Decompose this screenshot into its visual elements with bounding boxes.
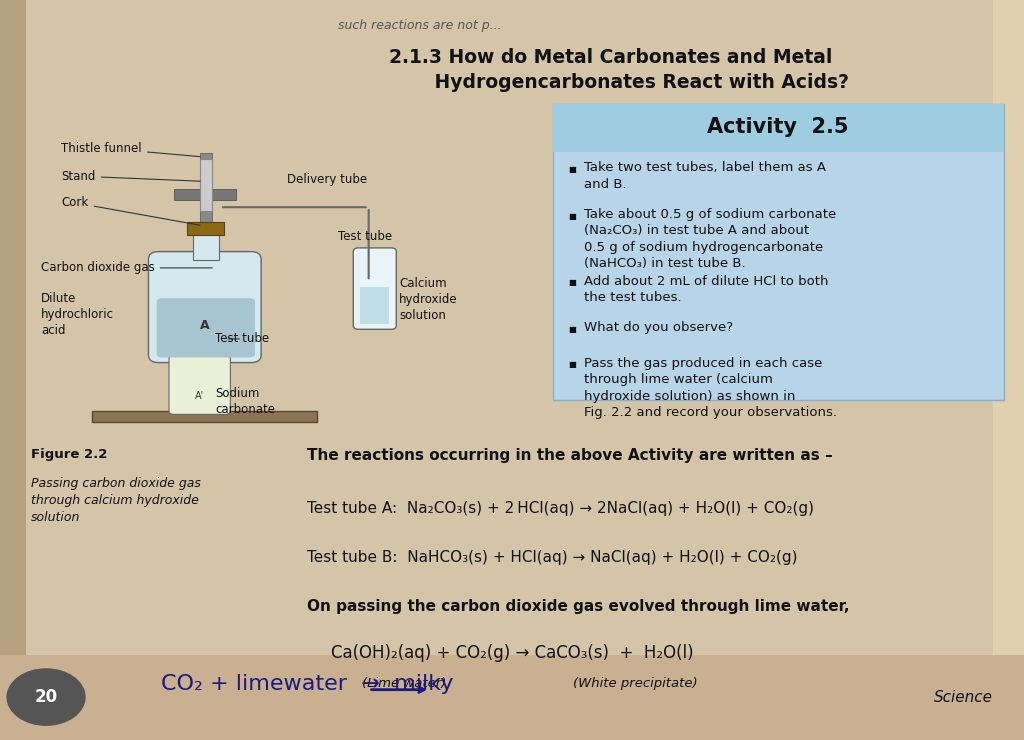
Text: Take about 0.5 g of sodium carbonate
(Na₂CO₃) in test tube A and about
0.5 g of : Take about 0.5 g of sodium carbonate (Na… <box>584 208 836 270</box>
Text: ■: ■ <box>568 212 577 221</box>
FancyBboxPatch shape <box>157 298 255 357</box>
FancyBboxPatch shape <box>148 252 261 363</box>
Text: Passing carbon dioxide gas
through calcium hydroxide
solution: Passing carbon dioxide gas through calci… <box>31 477 201 525</box>
Text: Figure 2.2: Figure 2.2 <box>31 448 108 461</box>
Bar <box>187 222 224 235</box>
FancyBboxPatch shape <box>169 355 230 414</box>
Bar <box>92 411 317 422</box>
Text: ■: ■ <box>568 165 577 174</box>
Text: 2.1.3 How do Metal Carbonates and Metal
       Hydrogencarbonates React with Aci: 2.1.3 How do Metal Carbonates and Metal … <box>389 48 849 92</box>
Text: Test tube: Test tube <box>215 332 269 346</box>
Text: Pass the gas produced in each case
through lime water (calcium
hydroxide solutio: Pass the gas produced in each case throu… <box>584 357 837 419</box>
Bar <box>174 189 236 200</box>
Bar <box>200 159 212 211</box>
FancyBboxPatch shape <box>553 104 1004 152</box>
Text: Take two test tubes, label them as A
and B.: Take two test tubes, label them as A and… <box>584 161 825 191</box>
Text: Test tube A:  Na₂CO₃(s) + 2 HCl(aq) → 2NaCl(aq) + H₂O(l) + CO₂(g): Test tube A: Na₂CO₃(s) + 2 HCl(aq) → 2Na… <box>307 501 814 516</box>
Text: Science: Science <box>934 690 993 704</box>
Bar <box>993 0 1024 740</box>
Text: Stand: Stand <box>61 169 200 183</box>
Text: On passing the carbon dioxide gas evolved through lime water,: On passing the carbon dioxide gas evolve… <box>307 599 850 614</box>
Text: ■: ■ <box>568 278 577 287</box>
Bar <box>360 287 389 324</box>
Text: Test tube B:  NaHCO₃(s) + HCl(aq) → NaCl(aq) + H₂O(l) + CO₂(g): Test tube B: NaHCO₃(s) + HCl(aq) → NaCl(… <box>307 550 798 565</box>
Bar <box>200 153 212 412</box>
Text: Dilute
hydrochloric
acid: Dilute hydrochloric acid <box>41 292 114 337</box>
Text: A': A' <box>196 391 204 401</box>
Text: Activity  2.5: Activity 2.5 <box>708 117 849 138</box>
Text: Calcium
hydroxide
solution: Calcium hydroxide solution <box>399 278 458 322</box>
Text: Carbon dioxide gas: Carbon dioxide gas <box>41 261 212 275</box>
Text: such reactions are not p...: such reactions are not p... <box>338 18 502 32</box>
Text: What do you observe?: What do you observe? <box>584 321 733 334</box>
Text: Add about 2 mL of dilute HCl to both
the test tubes.: Add about 2 mL of dilute HCl to both the… <box>584 275 828 304</box>
Text: The reactions occurring in the above Activity are written as –: The reactions occurring in the above Act… <box>307 448 833 462</box>
Text: (White precipitate): (White precipitate) <box>572 677 697 690</box>
Text: ■: ■ <box>568 360 577 369</box>
FancyBboxPatch shape <box>353 248 396 329</box>
Bar <box>0 655 1024 740</box>
Bar <box>0 0 26 740</box>
Text: 20: 20 <box>35 688 57 706</box>
Bar <box>193 231 219 260</box>
Circle shape <box>7 669 85 725</box>
Text: A: A <box>200 319 210 332</box>
Text: Test tube: Test tube <box>338 230 392 243</box>
Text: Cork: Cork <box>61 196 200 225</box>
Text: Delivery tube: Delivery tube <box>287 173 367 186</box>
Text: ■: ■ <box>568 325 577 334</box>
Text: Thistle funnel: Thistle funnel <box>61 141 200 157</box>
Text: CO₂ + limewater  →  milky: CO₂ + limewater → milky <box>161 674 454 695</box>
FancyBboxPatch shape <box>553 104 1004 400</box>
Text: Ca(OH)₂(aq) + CO₂(g) → CaCO₃(s)  +  H₂O(l): Ca(OH)₂(aq) + CO₂(g) → CaCO₃(s) + H₂O(l) <box>331 644 693 662</box>
Text: (Lime water): (Lime water) <box>362 677 446 690</box>
Text: Sodium
carbonate: Sodium carbonate <box>215 386 275 416</box>
